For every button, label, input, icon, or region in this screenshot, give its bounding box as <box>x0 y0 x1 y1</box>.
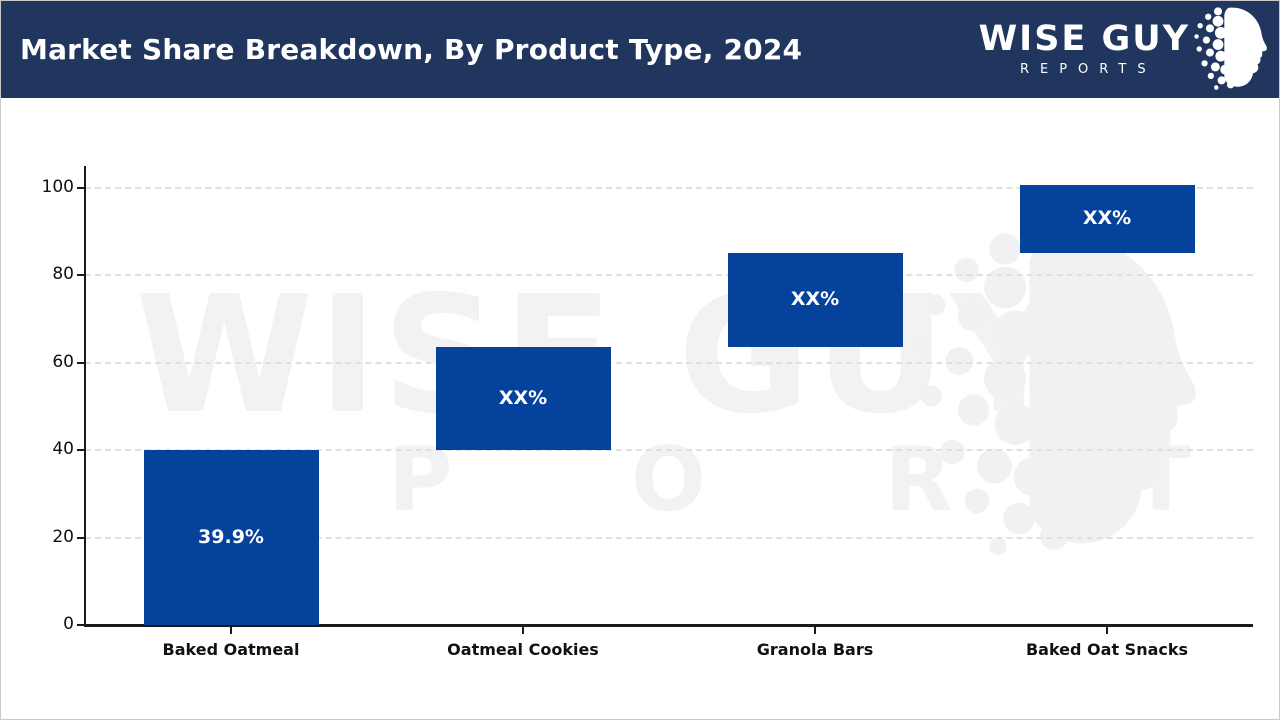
logo-text: WISE GUY REPORTS <box>978 18 1190 77</box>
gridline-60 <box>85 361 1253 364</box>
logo-subtext: REPORTS <box>1019 61 1157 77</box>
x-axis-category-label: Oatmeal Cookies <box>447 640 599 659</box>
gridline-100 <box>85 186 1253 189</box>
x-axis-tickmark <box>230 627 232 634</box>
header: Market Share Breakdown, By Product Type,… <box>0 0 1280 98</box>
y-axis-tickmark <box>77 449 85 451</box>
y-axis-tick-label: 100 <box>41 176 74 197</box>
bar-granola-bars <box>727 253 903 348</box>
x-axis-tickmark <box>814 627 816 634</box>
y-axis-tick-label: 40 <box>52 439 74 459</box>
x-axis-line <box>84 624 1253 627</box>
y-axis-tick-label: 20 <box>52 526 74 547</box>
bar-baked-oat-snacks <box>1019 185 1195 254</box>
wise-guy-logo: WISE GUY REPORTS <box>979 4 1270 94</box>
y-axis-line <box>84 166 86 627</box>
y-axis-tickmark <box>77 274 85 276</box>
x-axis-category-label: Baked Oat Snacks <box>1025 640 1189 659</box>
x-axis-category-label: Granola Bars <box>756 640 874 659</box>
bar-value-label: 39.9% <box>198 525 264 548</box>
bar-value-label: XX% <box>790 288 840 311</box>
y-axis-tickmark <box>77 186 85 189</box>
page-title: Market Share Breakdown, By Product Type,… <box>20 32 803 66</box>
y-axis-tick-label: 0 <box>63 614 74 634</box>
x-axis-category-label: Baked Oatmeal <box>162 640 300 659</box>
y-axis-tickmark <box>77 536 85 539</box>
bar-oatmeal-cookies <box>435 347 611 450</box>
bar-value-label: XX% <box>498 386 548 409</box>
watermark-head-icon <box>912 233 1196 556</box>
y-axis-tick-label: 80 <box>52 264 74 284</box>
y-axis-tickmark <box>77 624 85 626</box>
logo-wordmark: WISE GUY <box>978 18 1190 59</box>
bar-baked-oatmeal <box>143 450 319 625</box>
x-axis-tickmark <box>522 627 524 634</box>
bar-value-label: XX% <box>1082 207 1132 230</box>
y-axis-tick-label: 60 <box>52 351 74 372</box>
gridline-40 <box>85 449 1253 451</box>
gridline-80 <box>85 274 1253 276</box>
x-axis-tickmark <box>1106 627 1108 634</box>
y-axis-tickmark <box>77 361 85 364</box>
gridline-20 <box>85 536 1253 539</box>
logo-head-icon <box>1194 7 1267 90</box>
